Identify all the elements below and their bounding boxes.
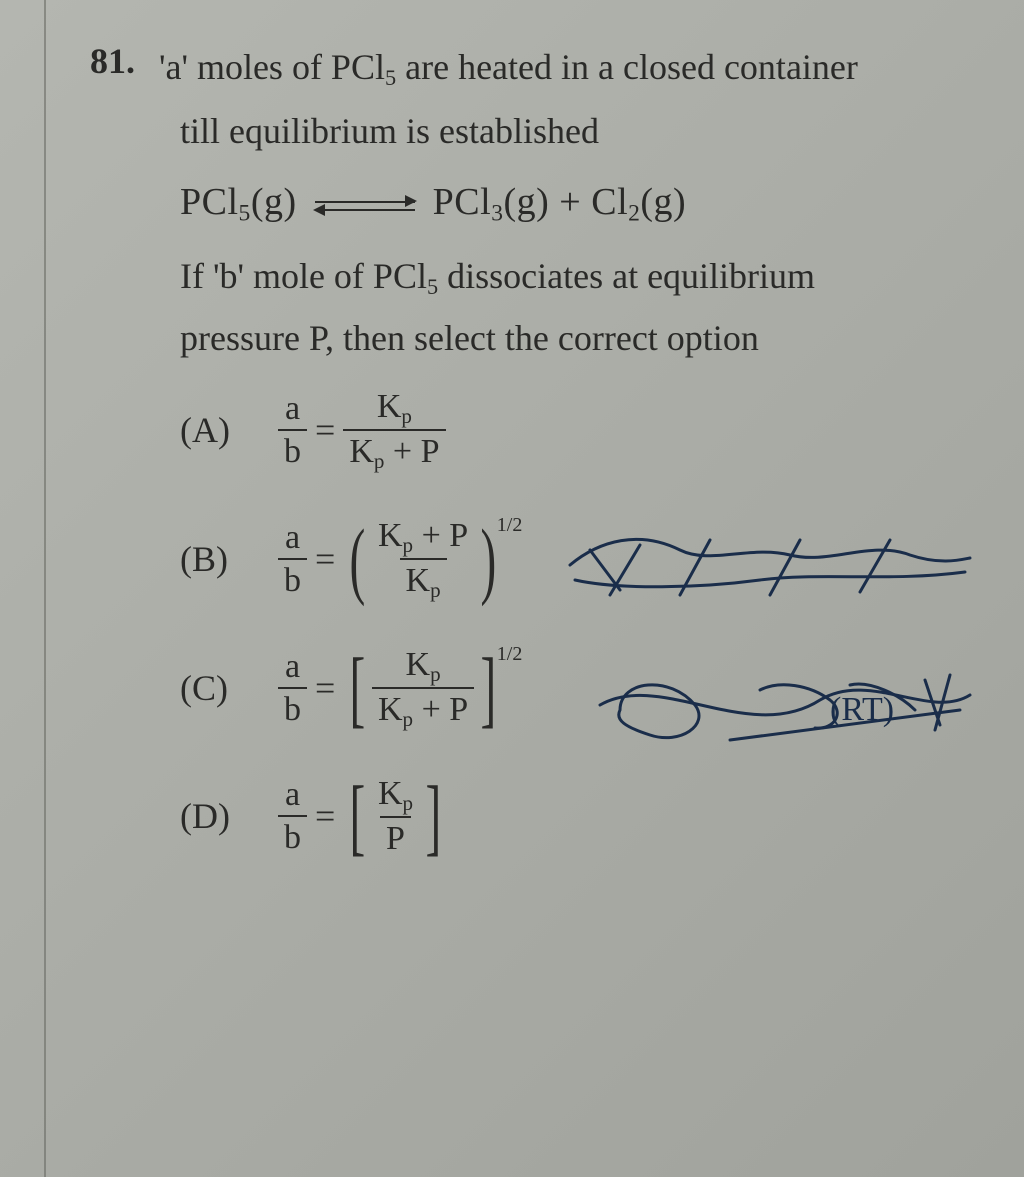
question-line-1: 81. 'a' moles of PCl5 are heated in a cl… (90, 40, 964, 96)
frac-ab: a b (278, 391, 307, 469)
condition-line-2: pressure P, then select the correct opti… (90, 311, 964, 367)
options-block: (A) a b = Kp Kp + P (B) a b (90, 389, 964, 857)
equals-sign: = (315, 795, 335, 837)
text-frag: dissociates at equilibrium (438, 256, 815, 296)
denominator: b (278, 687, 307, 728)
denominator: Kp + P (372, 687, 474, 730)
frac-ab: a b (278, 649, 307, 727)
option-d: (D) a b = [ Kp P ] (180, 776, 964, 857)
right-paren-icon: ) (481, 525, 497, 594)
subscript: p (374, 449, 385, 473)
numerator: a (279, 649, 306, 687)
denominator: Kp + P (343, 429, 445, 472)
equals-sign: = (315, 409, 335, 451)
subscript: p (403, 791, 414, 815)
numerator: a (279, 391, 306, 429)
left-paren-icon: ( (350, 525, 366, 594)
numerator: Kp (372, 776, 419, 816)
sym: K (406, 646, 431, 683)
frac-rhs: Kp Kp + P (372, 647, 474, 730)
text-frag: are heated in a closed container (396, 47, 858, 87)
eq-phase: (g) (503, 181, 549, 223)
numerator: a (279, 520, 306, 558)
sym: + P (413, 691, 468, 728)
denominator: b (278, 429, 307, 470)
condition-line-1: If 'b' mole of PCl5 dissociates at equil… (90, 249, 964, 305)
frac-ab: a b (278, 777, 307, 855)
sym: K (378, 775, 403, 812)
plus: + (549, 181, 591, 223)
denominator: Kp (400, 558, 447, 601)
subscript: 2 (628, 200, 640, 226)
numerator: Kp (400, 647, 447, 687)
left-bracket-icon: [ (350, 782, 366, 851)
question-text-1: 'a' moles of PCl5 are heated in a closed… (159, 47, 858, 87)
subscript: p (430, 578, 441, 602)
subscript: p (401, 404, 412, 428)
frac-ab: a b (278, 520, 307, 598)
numerator: Kp (371, 389, 418, 429)
sym: K (377, 388, 402, 425)
subscript: p (403, 533, 414, 557)
question-number: 81. (90, 40, 135, 82)
subscript: 5 (427, 274, 438, 299)
equals-sign: = (315, 538, 335, 580)
right-bracket-icon: ] (426, 782, 442, 851)
frac-rhs: Kp + P Kp (372, 518, 474, 601)
exponent: 1/2 (497, 643, 523, 666)
margin-rule (44, 0, 46, 1177)
subscript: 5 (239, 200, 251, 226)
eq-phase: (g) (640, 181, 686, 223)
sym: K (378, 517, 403, 554)
exponent: 1/2 (497, 514, 523, 537)
option-expr: a b = ( Kp + P Kp ) 1/2 (278, 518, 522, 601)
question-line-2: till equilibrium is established (90, 104, 964, 160)
equals-sign: = (315, 667, 335, 709)
option-a: (A) a b = Kp Kp + P (180, 389, 964, 472)
option-expr: a b = Kp Kp + P (278, 389, 446, 472)
eq-phase: (g) (251, 181, 297, 223)
subscript: 5 (385, 65, 396, 90)
numerator: a (279, 777, 306, 815)
subscript: p (403, 707, 414, 731)
text-frag: 'a' moles of PCl (159, 47, 385, 87)
subscript: p (430, 662, 441, 686)
text-frag: If 'b' mole of PCl (180, 256, 427, 296)
left-bracket-icon: [ (350, 654, 366, 723)
denominator: b (278, 815, 307, 856)
page: 81. 'a' moles of PCl5 are heated in a cl… (0, 0, 1024, 1177)
eq-species: PCl (180, 181, 239, 223)
option-label: (C) (180, 667, 246, 709)
denominator: b (278, 558, 307, 599)
option-expr: a b = [ Kp Kp + P ] 1/2 (278, 647, 522, 730)
frac-rhs: Kp Kp + P (343, 389, 445, 472)
sym: + P (413, 517, 468, 554)
option-c: (C) a b = [ Kp Kp + P ] 1/2 (180, 647, 964, 730)
equation-line: PCl5(g) PCl3(g) + Cl2(g) (90, 180, 964, 228)
denominator: P (380, 816, 411, 857)
sym: + P (384, 433, 439, 470)
sym: K (378, 691, 403, 728)
frac-rhs: Kp P (372, 776, 419, 857)
option-b: (B) a b = ( Kp + P Kp ) 1/2 (180, 518, 964, 601)
option-label: (A) (180, 409, 246, 451)
eq-species: Cl (591, 181, 628, 223)
right-bracket-icon: ] (481, 654, 497, 723)
option-expr: a b = [ Kp P ] (278, 776, 448, 857)
numerator: Kp + P (372, 518, 474, 558)
sym: K (349, 433, 374, 470)
option-label: (B) (180, 538, 246, 580)
option-label: (D) (180, 795, 246, 837)
sym: K (406, 562, 431, 599)
subscript: 3 (491, 200, 503, 226)
eq-species: PCl (433, 181, 492, 223)
